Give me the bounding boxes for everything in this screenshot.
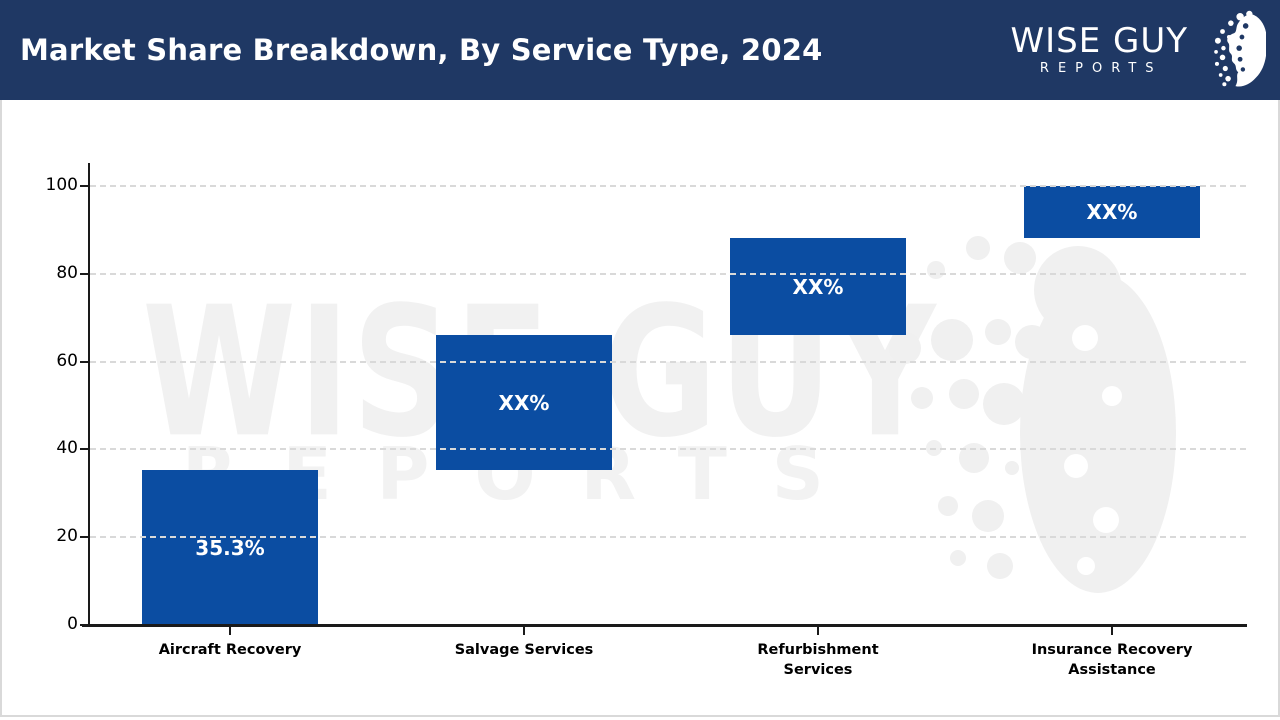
gridline-y-100 — [90, 185, 1246, 187]
y-tick-label-40: 40 — [56, 438, 78, 459]
x-category-label-refurbishment-services: Refurbishment Services — [757, 642, 879, 679]
bar-value-label-aircraft-recovery: 35.3% — [195, 535, 265, 560]
y-tick-mark-20 — [80, 536, 89, 539]
chart-canvas: WISE GUY REPORTS 0 20 40 60 80 100 35.3% Aircra… — [0, 100, 1280, 720]
y-tick-mark-40 — [80, 448, 89, 451]
gridline-y-20 — [90, 536, 1246, 539]
header-bar: Market Share Breakdown, By Service Type,… — [0, 0, 1280, 100]
gridline-y-80 — [90, 272, 1246, 275]
x-tick-mark-insurance-recovery-assistance — [1111, 627, 1113, 635]
y-tick-mark-60 — [80, 360, 89, 363]
face-profile-icon — [1214, 10, 1266, 87]
watermark-face-icon — [889, 236, 1176, 593]
logo-text-reports: REPORTS — [1039, 61, 1163, 77]
x-category-label-salvage-services: Salvage Services — [454, 642, 594, 658]
bar-aircraft-recovery: 35.3% — [142, 470, 318, 625]
bar-refurbishment-services: XX% — [730, 237, 906, 336]
bar-value-label-salvage-services: XX% — [498, 390, 550, 415]
wise-guy-reports-logo: WISE GUY REPORTS — [1010, 6, 1266, 94]
logo-wordmark: WISE GUY REPORTS — [1010, 21, 1188, 77]
x-category-label-insurance-recovery-assistance: Insurance Recovery Assistance — [1031, 642, 1193, 679]
bar-insurance-recovery-assistance: XX% — [1024, 186, 1200, 238]
y-axis-line — [88, 163, 90, 627]
x-axis-line — [82, 624, 1247, 627]
logo-text-wise-guy: WISE GUY — [1010, 21, 1188, 62]
x-tick-mark-refurbishment-services — [817, 627, 819, 635]
y-tick-label-80: 80 — [56, 262, 78, 283]
bar-value-label-refurbishment-services: XX% — [792, 274, 844, 299]
y-tick-label-100: 100 — [45, 175, 78, 195]
gridline-y-60 — [90, 360, 1246, 363]
bar-salvage-services: XX% — [436, 335, 612, 471]
plot-region: 0 20 40 60 80 100 35.3% Aircraft Recovery XX% Sal… — [0, 100, 1280, 720]
gridline-y-40 — [90, 448, 1246, 451]
y-tick-label-20: 20 — [56, 526, 78, 547]
bar-value-label-insurance-recovery-assistance: XX% — [1086, 199, 1138, 224]
y-tick-mark-80 — [80, 272, 89, 275]
x-tick-mark-salvage-services — [523, 627, 525, 635]
x-category-label-aircraft-recovery: Aircraft Recovery — [158, 642, 302, 658]
y-tick-label-60: 60 — [56, 350, 78, 371]
y-tick-mark-100 — [80, 185, 89, 187]
x-tick-mark-aircraft-recovery — [229, 627, 231, 635]
y-tick-label-0: 0 — [67, 614, 78, 634]
chart-title: Market Share Breakdown, By Service Type,… — [20, 33, 823, 67]
